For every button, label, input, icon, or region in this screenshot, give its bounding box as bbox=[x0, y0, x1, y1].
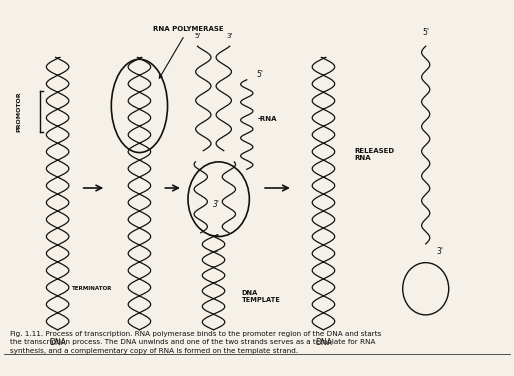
Text: 5': 5' bbox=[194, 33, 200, 39]
Text: 5': 5' bbox=[422, 28, 429, 37]
Text: DNA: DNA bbox=[315, 338, 332, 347]
Text: DNA
TEMPLATE: DNA TEMPLATE bbox=[242, 290, 281, 303]
Text: DNA: DNA bbox=[49, 338, 66, 347]
Text: PROMOTOR: PROMOTOR bbox=[17, 91, 22, 132]
Text: 3': 3' bbox=[436, 247, 443, 256]
Text: -RNA: -RNA bbox=[258, 116, 278, 122]
Text: 3': 3' bbox=[213, 200, 219, 209]
Text: RELEASED
RNA: RELEASED RNA bbox=[354, 148, 394, 161]
Text: 3': 3' bbox=[227, 33, 233, 39]
Text: RNA POLYMERASE: RNA POLYMERASE bbox=[153, 26, 223, 78]
Text: TERMINATOR: TERMINATOR bbox=[72, 286, 113, 291]
Text: 5': 5' bbox=[256, 70, 263, 79]
Text: Fig. 1.11. Process of transcription. RNA polymerase binds to the promoter region: Fig. 1.11. Process of transcription. RNA… bbox=[10, 331, 382, 354]
